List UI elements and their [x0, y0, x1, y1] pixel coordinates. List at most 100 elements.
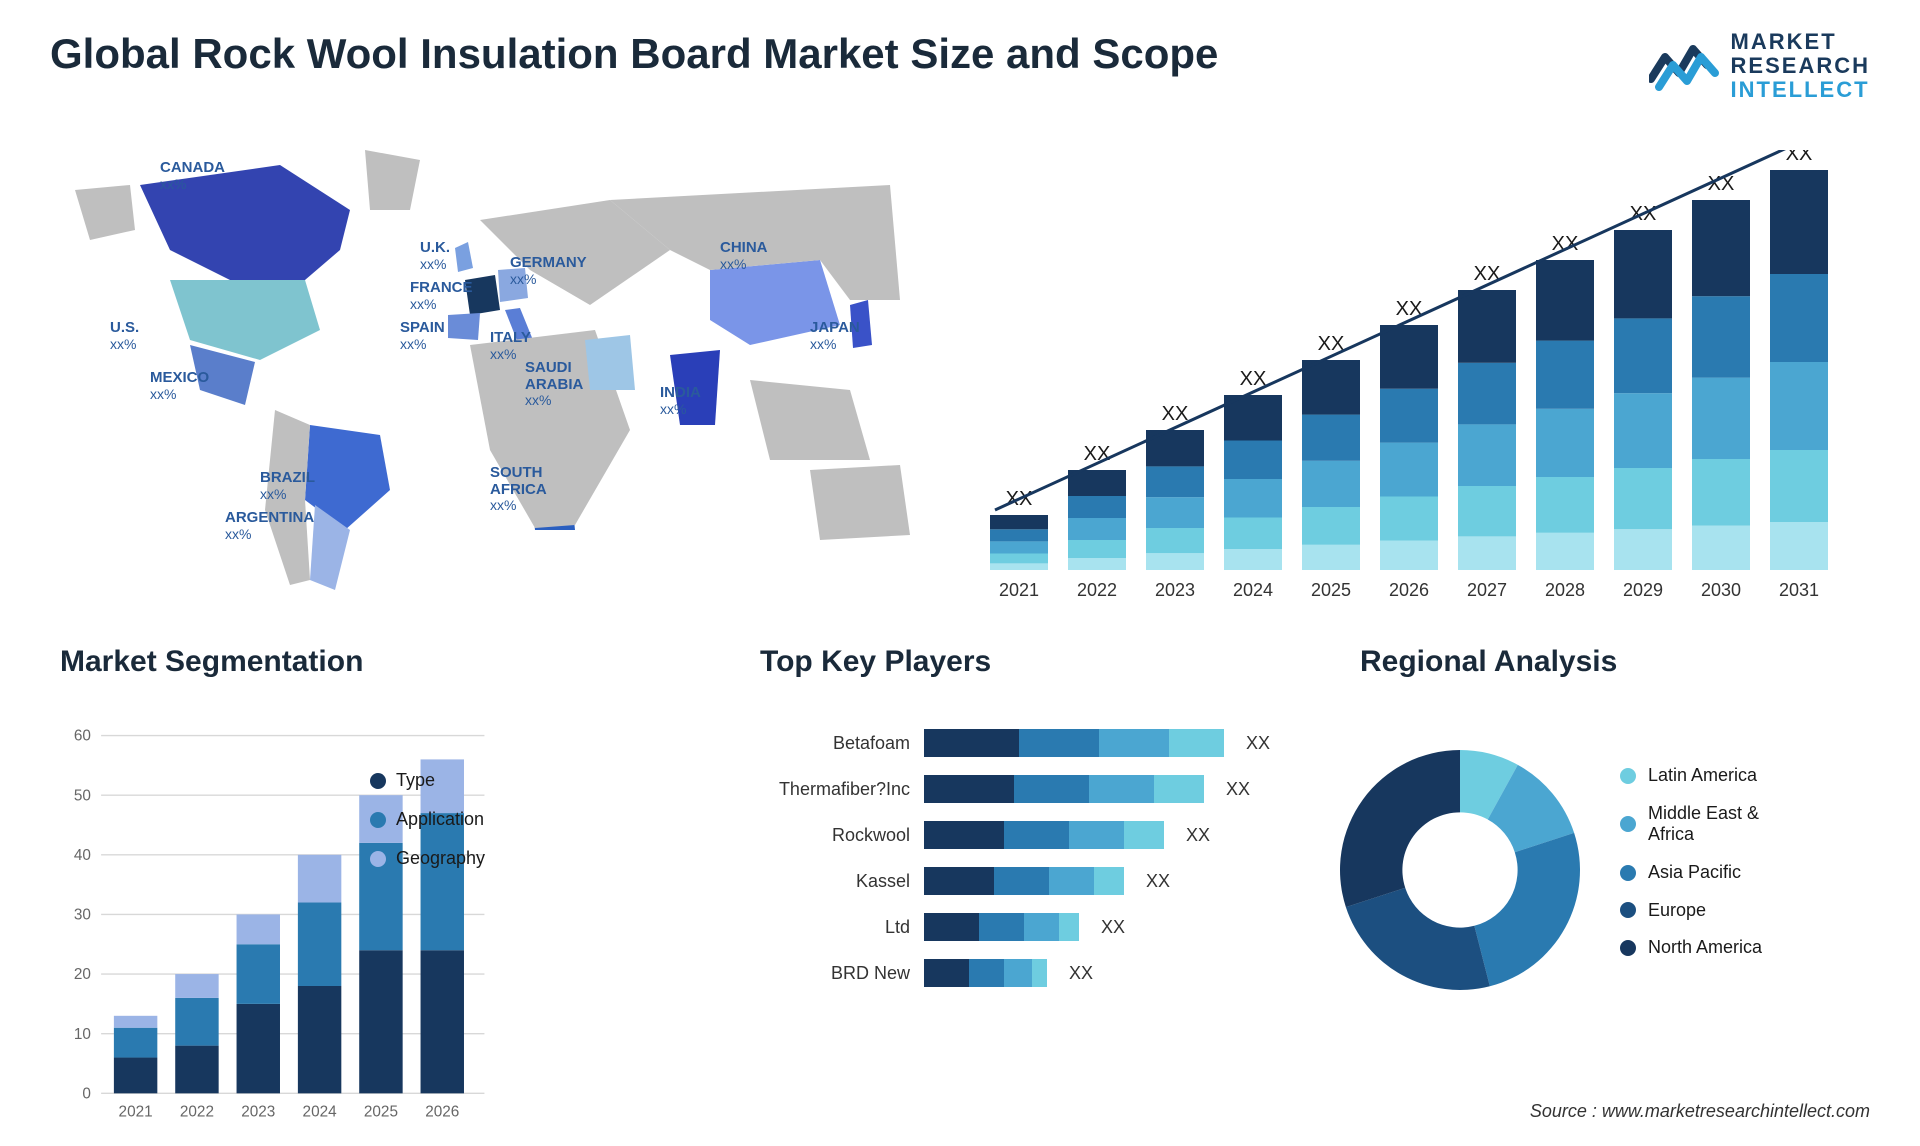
main-bar-year: 2024	[1233, 580, 1273, 600]
seg-ytick: 20	[74, 966, 91, 983]
player-bar	[924, 821, 1164, 849]
seg-year: 2021	[119, 1103, 153, 1120]
map-label-canada: CANADAxx%	[160, 160, 225, 192]
logo-text-3: INTELLECT	[1731, 78, 1870, 102]
main-bar-seg	[1536, 477, 1594, 533]
main-bar-seg	[1302, 360, 1360, 415]
player-row: KasselXX	[760, 858, 1300, 904]
map-label-mexico: MEXICOxx%	[150, 370, 209, 402]
header: Global Rock Wool Insulation Board Market…	[50, 30, 1870, 103]
world-map: CANADAxx%U.S.xx%MEXICOxx%BRAZILxx%ARGENT…	[50, 130, 930, 600]
map-region-oc-aus	[810, 465, 910, 540]
map-label-south-africa: SOUTHAFRICAxx%	[490, 465, 547, 513]
legend-dot	[370, 812, 386, 828]
main-bar-seg	[1458, 363, 1516, 425]
main-bar-seg	[1068, 540, 1126, 558]
seg-bar-seg	[298, 903, 341, 986]
legend-dot	[1620, 902, 1636, 918]
player-bar-seg	[1154, 775, 1204, 803]
page-title: Global Rock Wool Insulation Board Market…	[50, 30, 1218, 78]
regional-title: Regional Analysis	[1360, 645, 1617, 679]
player-bar-seg	[1124, 821, 1164, 849]
map-label-germany: GERMANYxx%	[510, 255, 587, 287]
donut-slice	[1346, 888, 1490, 990]
player-row: BRD NewXX	[760, 950, 1300, 996]
main-bar-chart: XX2021XX2022XX2023XX2024XX2025XX2026XX20…	[960, 150, 1860, 600]
main-bar-seg	[990, 515, 1048, 529]
main-bar-seg	[1458, 424, 1516, 486]
player-bar-seg	[924, 867, 994, 895]
logo-icon	[1649, 39, 1719, 93]
main-bar-year: 2021	[999, 580, 1039, 600]
map-region-me-saudi	[585, 335, 635, 390]
main-bar-seg	[1692, 200, 1750, 296]
seg-bar-seg	[114, 1028, 157, 1058]
donut-slice	[1340, 750, 1460, 907]
main-bar-seg	[1614, 529, 1672, 570]
player-value: XX	[1101, 917, 1125, 938]
main-bar-seg	[1458, 486, 1516, 536]
map-label-spain: SPAINxx%	[400, 320, 445, 352]
player-row: RockwoolXX	[760, 812, 1300, 858]
player-bar-seg	[979, 913, 1024, 941]
logo-text: MARKET RESEARCH INTELLECT	[1731, 30, 1870, 103]
seg-bar-seg	[421, 950, 464, 1093]
player-value: XX	[1069, 963, 1093, 984]
player-value: XX	[1246, 733, 1270, 754]
player-value: XX	[1186, 825, 1210, 846]
main-bar-seg	[1380, 497, 1438, 541]
player-value: XX	[1226, 779, 1250, 800]
main-bar-seg	[1692, 378, 1750, 459]
donut-legend-item: Latin America	[1620, 765, 1762, 787]
main-bar-seg	[1770, 450, 1828, 522]
player-bar-seg	[1019, 729, 1099, 757]
player-bar	[924, 867, 1124, 895]
main-bar-seg	[990, 563, 1048, 570]
player-bar-seg	[924, 775, 1014, 803]
main-bar-seg	[1380, 443, 1438, 497]
seg-ytick: 10	[74, 1026, 91, 1043]
map-region-eu-spain	[448, 313, 480, 340]
player-name: Kassel	[760, 871, 910, 892]
main-bar-seg	[1536, 260, 1594, 341]
logo-text-2: RESEARCH	[1731, 54, 1870, 78]
map-region-na-greenland	[365, 150, 420, 210]
main-bar-year: 2025	[1311, 580, 1351, 600]
seg-bar-seg	[298, 855, 341, 903]
main-bar-toplabel: XX	[1084, 443, 1111, 465]
player-bar-seg	[1094, 867, 1124, 895]
player-bar-seg	[1004, 959, 1032, 987]
main-bar-seg	[1146, 553, 1204, 570]
main-bar-seg	[1692, 526, 1750, 570]
donut-legend-item: North America	[1620, 937, 1762, 959]
main-bar-seg	[1536, 409, 1594, 477]
map-label-u-s-: U.S.xx%	[110, 320, 139, 352]
main-bar-seg	[1068, 518, 1126, 540]
main-bar-seg	[1770, 170, 1828, 274]
seg-ytick: 0	[82, 1085, 91, 1102]
legend-label: Application	[396, 809, 484, 830]
player-bar-seg	[924, 821, 1004, 849]
main-bar-seg	[1146, 528, 1204, 553]
map-label-france: FRANCExx%	[410, 280, 473, 312]
logo: MARKET RESEARCH INTELLECT	[1649, 30, 1870, 103]
player-bar-seg	[969, 959, 1004, 987]
player-bar	[924, 729, 1224, 757]
player-name: Ltd	[760, 917, 910, 938]
legend-dot	[1620, 816, 1636, 832]
main-bar-seg	[1302, 461, 1360, 507]
main-bar-seg	[1536, 533, 1594, 570]
seg-bar-seg	[359, 950, 402, 1093]
main-bar-seg	[1770, 274, 1828, 362]
seg-legend-item: Application	[370, 809, 485, 830]
map-label-u-k-: U.K.xx%	[420, 240, 450, 272]
legend-label: Europe	[1648, 900, 1706, 922]
legend-label: Asia Pacific	[1648, 862, 1741, 884]
seg-year: 2024	[303, 1103, 338, 1120]
map-region-as-sea	[750, 380, 870, 460]
player-bar-seg	[1169, 729, 1224, 757]
map-label-japan: JAPANxx%	[810, 320, 860, 352]
seg-year: 2026	[425, 1103, 459, 1120]
main-bar-seg	[1302, 545, 1360, 570]
main-bar-seg	[990, 541, 1048, 553]
